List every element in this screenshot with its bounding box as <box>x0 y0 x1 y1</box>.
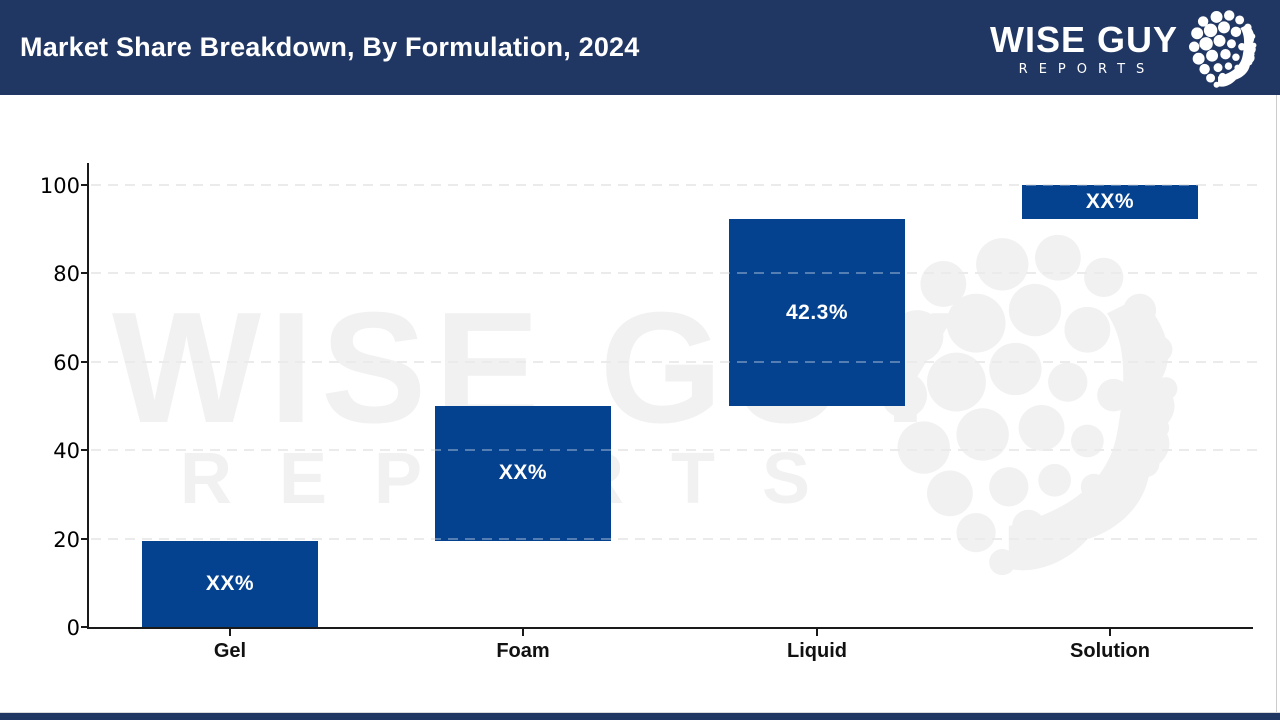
x-tick-label-gel: Gel <box>213 640 247 662</box>
gridline-overlay <box>91 537 1262 540</box>
bar-gel: XX% <box>142 540 318 627</box>
gridline-overlay <box>91 360 1262 363</box>
bar-value-label: XX% <box>498 461 548 485</box>
chart-plot: 0 20 40 60 80 100 XX% XX% 42.3% XX% Gel Foam Liquid S… <box>0 95 1280 713</box>
y-tick-label: 60 <box>53 350 80 375</box>
x-tick-mark <box>522 629 524 636</box>
gridline <box>91 449 1262 452</box>
bar-value-label: XX% <box>205 571 255 595</box>
x-tick-label-foam: Foam <box>496 640 550 662</box>
y-tick-label: 40 <box>53 439 80 464</box>
gridline <box>91 360 1262 363</box>
footer-bar <box>0 712 1280 720</box>
brand-wordmark: WISE GUY REPORTS <box>989 19 1178 77</box>
y-tick-mark <box>81 272 89 275</box>
y-tick-mark <box>81 184 89 186</box>
y-tick-label: 100 <box>39 174 80 198</box>
gridline <box>91 184 1262 186</box>
y-axis <box>87 162 89 629</box>
gridline-overlay <box>91 184 1262 186</box>
y-tick-label: 80 <box>53 262 80 287</box>
bar-foam: XX% <box>435 406 611 541</box>
x-tick-mark <box>229 629 231 636</box>
gridline <box>91 537 1262 540</box>
x-axis <box>87 627 1253 629</box>
gridline-overlay <box>91 272 1262 275</box>
y-tick-mark <box>81 360 89 363</box>
x-tick-mark <box>1109 629 1111 636</box>
y-tick-label: 20 <box>53 527 80 552</box>
bar-value-label: 42.3% <box>785 300 849 324</box>
gridline <box>91 272 1262 275</box>
brand-name-text: WISE GUY <box>989 19 1178 60</box>
page-title: Market Share Breakdown, By Formulation, … <box>20 32 640 62</box>
y-tick-label: 0 <box>66 616 80 640</box>
y-tick-mark <box>81 537 89 540</box>
y-tick-mark <box>81 449 89 452</box>
header-bar: Market Share Breakdown, By Formulation, … <box>0 0 1280 95</box>
dotted-head-profile-icon <box>1188 10 1257 88</box>
bar-liquid: 42.3% <box>729 219 905 406</box>
brand-subtitle-text: REPORTS <box>1018 62 1156 77</box>
brand-logo: WISE GUY REPORTS <box>990 8 1266 90</box>
y-tick-mark <box>81 626 89 628</box>
x-tick-label-solution: Solution <box>1070 640 1150 662</box>
plot-right-border <box>1276 95 1277 714</box>
gridline-overlay <box>91 449 1262 452</box>
bar-solution: XX% <box>1022 185 1198 220</box>
x-tick-mark <box>816 629 818 636</box>
x-tick-label-liquid: Liquid <box>787 640 847 662</box>
bar-value-label: XX% <box>1085 190 1135 214</box>
